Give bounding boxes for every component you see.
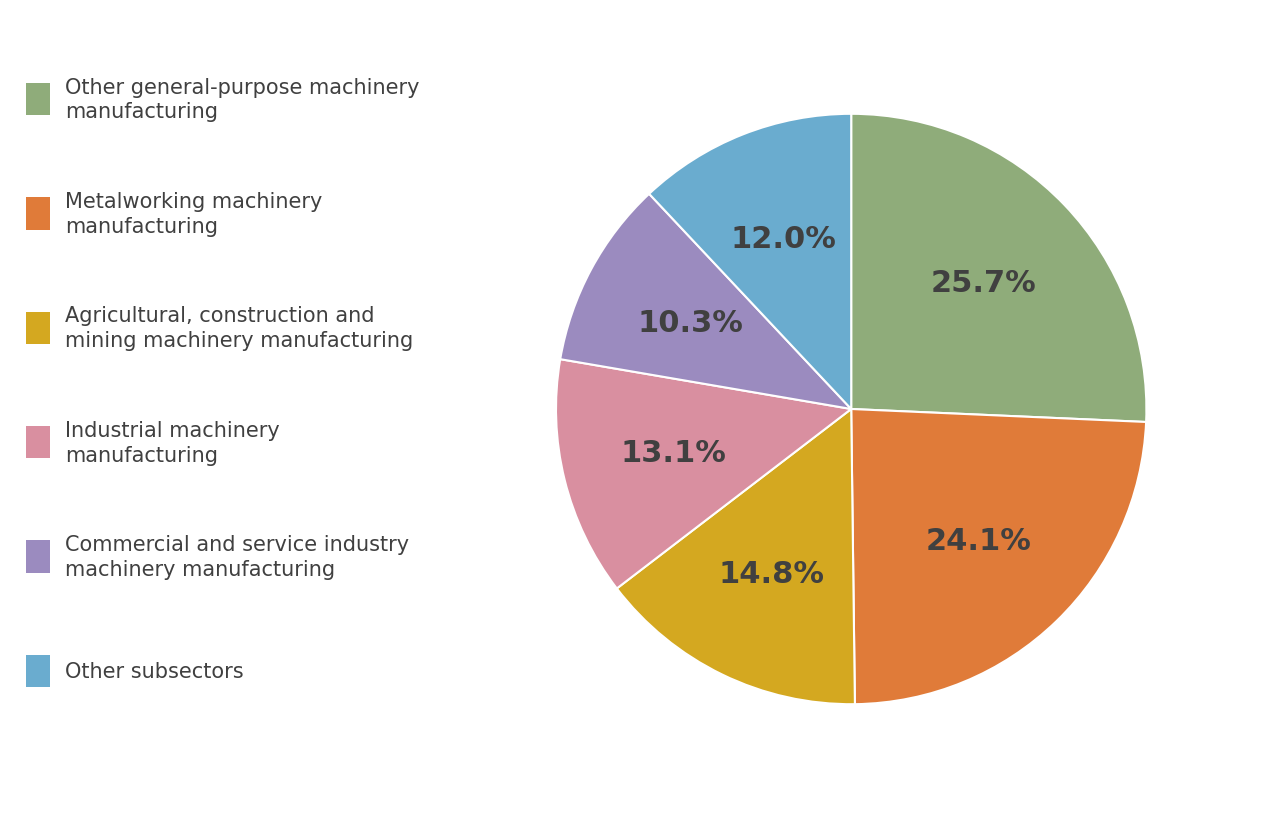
Text: Metalworking machinery
manufacturing: Metalworking machinery manufacturing: [65, 192, 323, 237]
Text: 25.7%: 25.7%: [931, 269, 1037, 297]
Wedge shape: [561, 195, 851, 410]
FancyBboxPatch shape: [26, 312, 50, 345]
Text: 24.1%: 24.1%: [925, 527, 1032, 555]
FancyBboxPatch shape: [26, 655, 50, 687]
FancyBboxPatch shape: [26, 427, 50, 459]
Text: Commercial and service industry
machinery manufacturing: Commercial and service industry machiner…: [65, 535, 410, 579]
Wedge shape: [556, 360, 851, 589]
Text: 10.3%: 10.3%: [637, 309, 742, 337]
Text: 12.0%: 12.0%: [731, 225, 837, 254]
Text: Other general-purpose machinery
manufacturing: Other general-purpose machinery manufact…: [65, 78, 420, 122]
Text: 13.1%: 13.1%: [621, 439, 727, 468]
FancyBboxPatch shape: [26, 198, 50, 230]
Text: Industrial machinery
manufacturing: Industrial machinery manufacturing: [65, 420, 280, 465]
Text: Agricultural, construction and
mining machinery manufacturing: Agricultural, construction and mining ma…: [65, 306, 413, 351]
FancyBboxPatch shape: [26, 541, 50, 573]
Wedge shape: [851, 410, 1146, 704]
Text: Other subsectors: Other subsectors: [65, 661, 243, 681]
Wedge shape: [649, 115, 851, 410]
Wedge shape: [851, 115, 1147, 423]
FancyBboxPatch shape: [26, 84, 50, 116]
Text: 14.8%: 14.8%: [718, 559, 824, 588]
Wedge shape: [617, 410, 855, 704]
